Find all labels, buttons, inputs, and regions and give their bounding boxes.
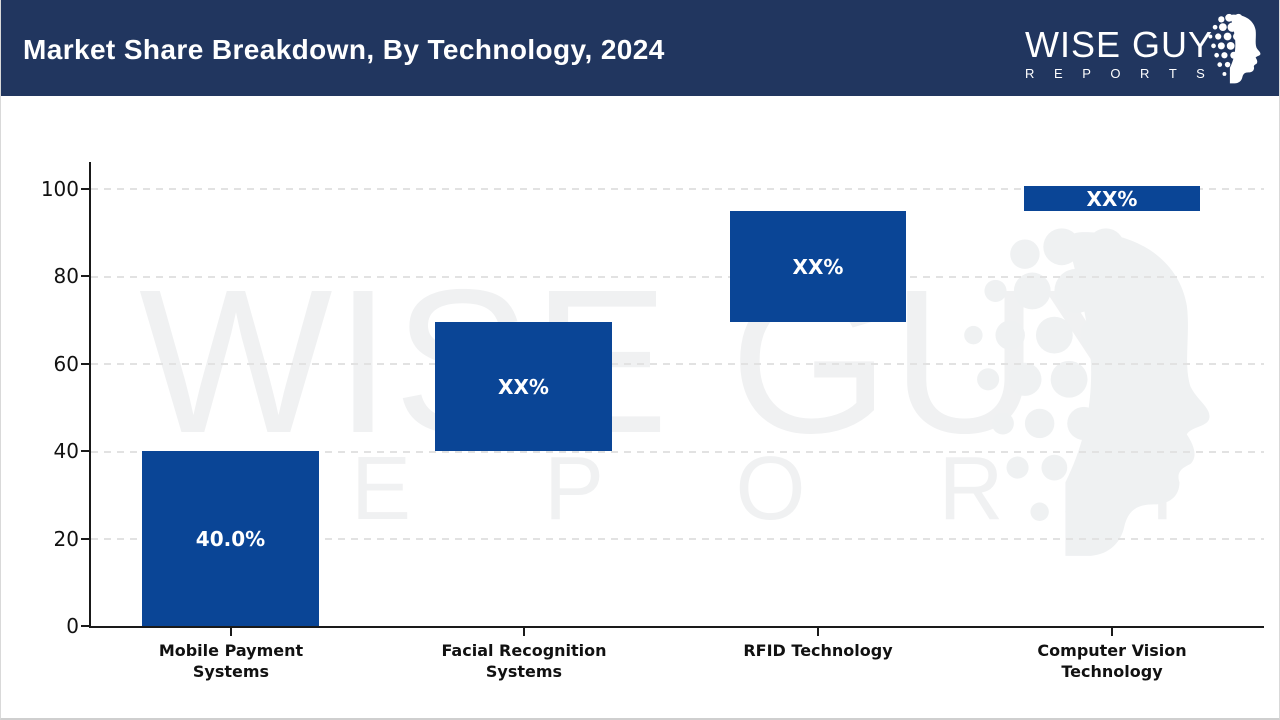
gridline — [91, 451, 1264, 453]
y-axis-tick-label: 40 — [53, 439, 79, 463]
gridline — [91, 363, 1264, 365]
bar-value-label: 40.0% — [195, 526, 266, 551]
category-line: RFID Technology — [743, 641, 893, 660]
y-tick-mark — [81, 188, 89, 190]
wise-guy-reports-logo: WISE GUY R E P O R T S — [1025, 6, 1265, 92]
x-tick-mark — [1111, 628, 1113, 636]
y-tick-mark — [81, 538, 89, 540]
y-axis-tick-label: 100 — [40, 177, 79, 201]
y-axis-tick-label: 20 — [53, 527, 79, 551]
x-tick-mark — [230, 628, 232, 636]
y-axis-tick-label: 0 — [66, 614, 79, 638]
category-line: Facial Recognition — [441, 641, 607, 660]
y-axis-tick-label: 60 — [53, 352, 79, 376]
x-axis-category-label: RFID Technology — [678, 640, 958, 661]
bar-value-label: XX% — [792, 254, 844, 279]
watermark-head-icon — [863, 218, 1231, 570]
category-line: Mobile Payment — [158, 641, 304, 660]
y-tick-mark — [81, 275, 89, 277]
logo-head-icon — [1187, 10, 1265, 88]
y-axis-line — [89, 162, 91, 628]
y-axis-tick-label: 80 — [53, 264, 79, 288]
gridline — [91, 188, 1264, 190]
x-tick-mark — [523, 628, 525, 636]
logo-subtitle: R E P O R T S — [1025, 66, 1213, 81]
x-axis-category-label: Computer Vision Technology — [972, 640, 1252, 682]
x-tick-mark — [817, 628, 819, 636]
bar-mobile-payment-systems: 40.0% — [142, 451, 319, 626]
bar-facial-recognition-systems: XX% — [435, 322, 612, 451]
y-tick-mark — [81, 363, 89, 365]
bar-computer-vision-technology: XX% — [1024, 186, 1200, 211]
gridline — [91, 276, 1264, 278]
gridline — [91, 538, 1264, 540]
y-tick-mark — [81, 450, 89, 452]
category-line: Computer Vision — [1037, 641, 1187, 660]
page-title: Market Share Breakdown, By Technology, 2… — [23, 34, 665, 65]
bar-value-label: XX% — [1086, 186, 1138, 211]
x-axis-category-label: Mobile Payment Systems — [91, 640, 371, 682]
category-line: Technology — [1061, 662, 1163, 681]
category-line: Systems — [485, 662, 563, 681]
y-tick-mark — [81, 625, 89, 627]
header-bar: Market Share Breakdown, By Technology, 2… — [1, 0, 1279, 96]
bar-rfid-technology: XX% — [730, 211, 906, 322]
bar-value-label: XX% — [498, 374, 549, 399]
x-axis-line — [89, 626, 1264, 628]
logo-wordmark: WISE GUY — [1025, 24, 1214, 65]
x-axis-category-label: Facial Recognition Systems — [384, 640, 664, 682]
category-line: Systems — [192, 662, 270, 681]
